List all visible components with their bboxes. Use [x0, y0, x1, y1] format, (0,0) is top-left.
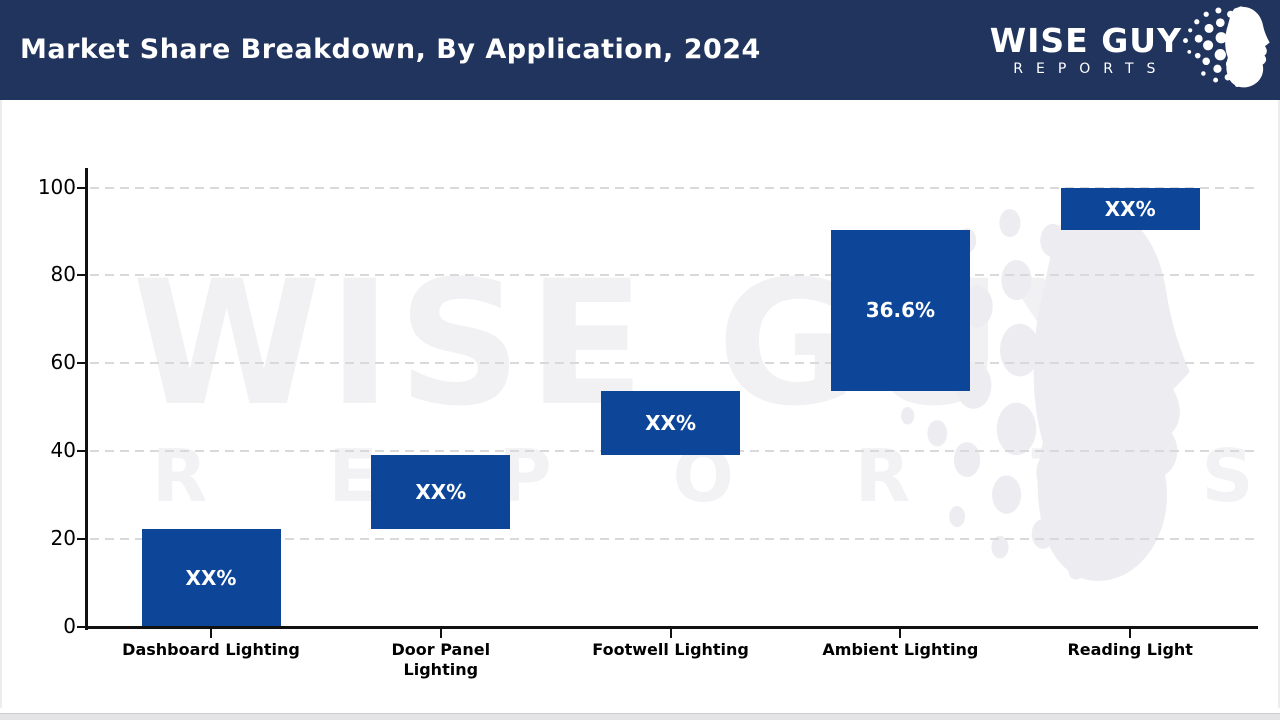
chart-title: Market Share Breakdown, By Application, … — [20, 34, 761, 65]
logo-subtitle: REPORTS — [1013, 60, 1169, 77]
bar-dashboard-lighting: XX% — [141, 528, 281, 627]
x-tick-mark-ambient-lighting — [899, 629, 902, 638]
x-category-label-ambient-lighting: Ambient Lighting — [822, 640, 979, 659]
y-tick-label-40: 40 — [50, 438, 76, 463]
y-tick-mark-0 — [77, 626, 86, 628]
y-tick-label-60: 60 — [50, 350, 76, 375]
x-tick-mark-dashboard-lighting — [210, 629, 212, 638]
y-tick-label-100: 100 — [37, 174, 76, 199]
x-axis-line — [85, 626, 1258, 629]
y-tick-mark-80 — [77, 274, 86, 277]
wise-guy-reports-logo: WISE GUY REPORTS — [990, 2, 1272, 98]
bar-reading-light: XX% — [1060, 187, 1200, 230]
gridline-80 — [90, 274, 1258, 277]
gridline-60 — [90, 362, 1258, 365]
y-tick-label-20: 20 — [50, 526, 76, 551]
bar-door-panel-lighting: XX% — [371, 454, 511, 529]
y-tick-mark-100 — [77, 186, 86, 189]
bar-value-label-footwell-lighting: XX% — [645, 410, 697, 435]
header-band: Market Share Breakdown, By Application, … — [0, 0, 1280, 100]
footer-strip — [0, 713, 1280, 720]
bar-value-label-door-panel-lighting: XX% — [415, 479, 467, 504]
x-tick-mark-door-panel-lighting — [439, 629, 442, 638]
x-tick-mark-footwell-lighting — [669, 629, 672, 638]
x-category-label-footwell-lighting: Footwell Lighting — [592, 640, 749, 659]
logo-wordmark: WISE GUY — [989, 20, 1182, 60]
y-tick-label-80: 80 — [50, 262, 76, 287]
bar-value-label-reading-light: XX% — [1104, 196, 1156, 221]
logo-text: WISE GUY REPORTS — [989, 20, 1182, 77]
chart-canvas — [0, 100, 1280, 708]
x-category-label-door-panel-lighting: Door Panel Lighting — [391, 640, 491, 679]
y-tick-mark-20 — [77, 538, 86, 541]
bar-ambient-lighting: 36.6% — [830, 229, 970, 391]
x-tick-mark-reading-light — [1129, 629, 1132, 638]
y-tick-mark-60 — [77, 362, 86, 365]
gridline-20 — [90, 538, 1258, 541]
x-category-label-reading-light: Reading Light — [1067, 640, 1193, 659]
y-tick-label-0: 0 — [63, 614, 76, 638]
bar-value-label-ambient-lighting: 36.6% — [865, 298, 936, 323]
y-axis-line — [85, 168, 88, 630]
bar-value-label-dashboard-lighting: XX% — [185, 565, 237, 590]
gridline-100 — [90, 186, 1258, 189]
x-category-label-dashboard-lighting: Dashboard Lighting — [122, 640, 300, 659]
bar-footwell-lighting: XX% — [601, 390, 741, 455]
dotted-head-icon — [1183, 6, 1270, 88]
y-tick-mark-40 — [77, 450, 86, 453]
